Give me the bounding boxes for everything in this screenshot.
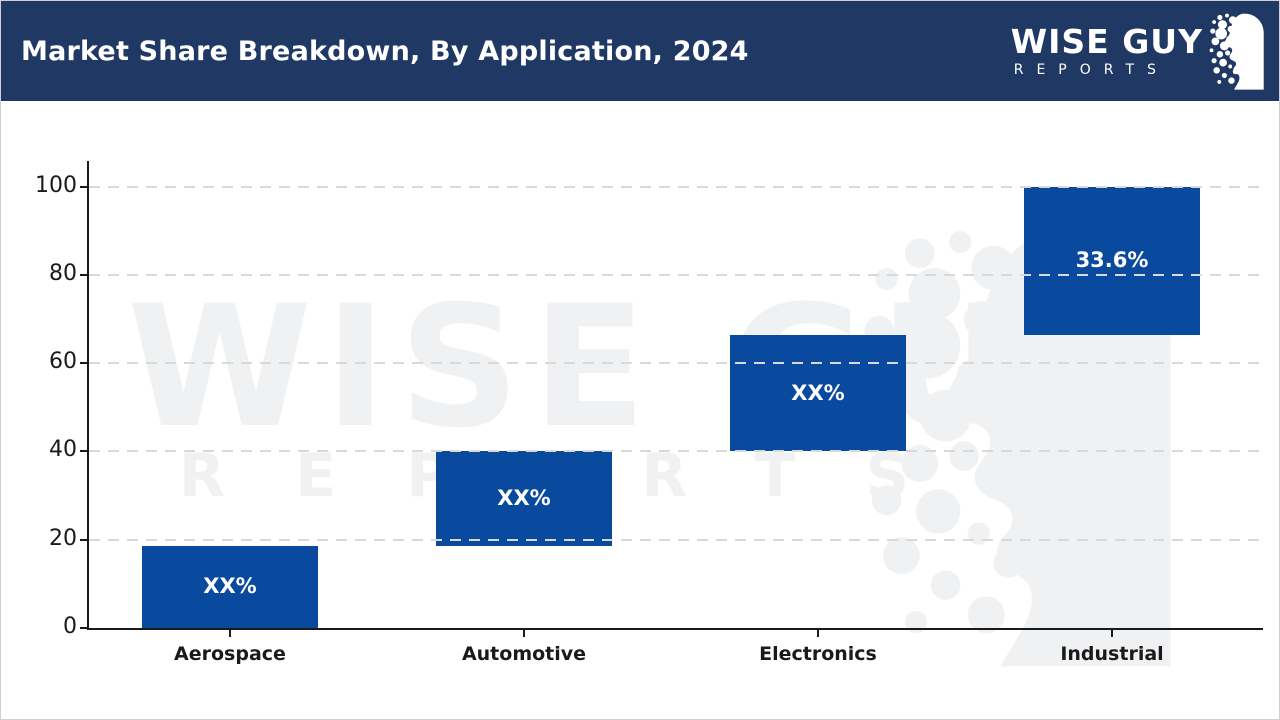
logo-wordmark: WISE GUY: [1010, 22, 1203, 61]
chart-title: Market Share Breakdown, By Application, …: [21, 35, 749, 67]
y-tick-label: 20: [49, 525, 77, 551]
gridline: [89, 362, 1263, 365]
x-axis-line: [87, 628, 1263, 630]
x-category-label: Industrial: [1060, 643, 1164, 665]
x-category-label: Aerospace: [174, 643, 286, 665]
bar-value-label: XX%: [791, 380, 845, 405]
x-tick-mark: [1111, 630, 1113, 637]
x-category-label: Automotive: [461, 643, 587, 665]
gridline: [89, 185, 1263, 188]
y-tick-mark: [80, 273, 88, 276]
chart-area: WISE GUY REPORTS 020406080100XX%Aerospac…: [1, 101, 1279, 719]
y-tick-label: 0: [63, 614, 77, 639]
bar-value-label: 33.6%: [1075, 248, 1149, 273]
gridline: [89, 538, 1263, 541]
header-bar: Market Share Breakdown, By Application, …: [1, 1, 1279, 101]
y-tick-mark: [80, 185, 88, 188]
y-tick-mark: [80, 362, 88, 365]
y-tick-label: 80: [49, 260, 77, 286]
y-axis-line: [87, 161, 89, 630]
bar-industrial: 33.6%: [1024, 186, 1200, 335]
gridline: [89, 273, 1263, 276]
y-tick-mark: [80, 627, 88, 629]
x-tick-mark: [229, 630, 231, 637]
y-tick-mark: [80, 450, 88, 453]
x-tick-mark: [817, 630, 819, 637]
gridline: [89, 450, 1263, 453]
y-tick-label: 60: [49, 349, 77, 375]
y-tick-label: 100: [35, 172, 77, 198]
bar-automotive: XX%: [436, 451, 612, 546]
logo-text: WISE GUY REPORTS: [1011, 25, 1203, 77]
bar-electronics: XX%: [730, 334, 906, 452]
logo-subtext: REPORTS: [1013, 62, 1169, 78]
logo-face-icon: [1209, 13, 1264, 90]
bar-value-label: XX%: [497, 486, 551, 511]
wise-guy-logo: WISE GUY REPORTS: [1011, 12, 1265, 90]
x-category-label: Electronics: [759, 643, 877, 665]
y-tick-mark: [80, 538, 88, 541]
y-tick-label: 40: [49, 437, 77, 463]
bar-value-label: XX%: [203, 574, 257, 599]
bar-aerospace: XX%: [142, 545, 318, 628]
x-tick-mark: [523, 630, 525, 637]
